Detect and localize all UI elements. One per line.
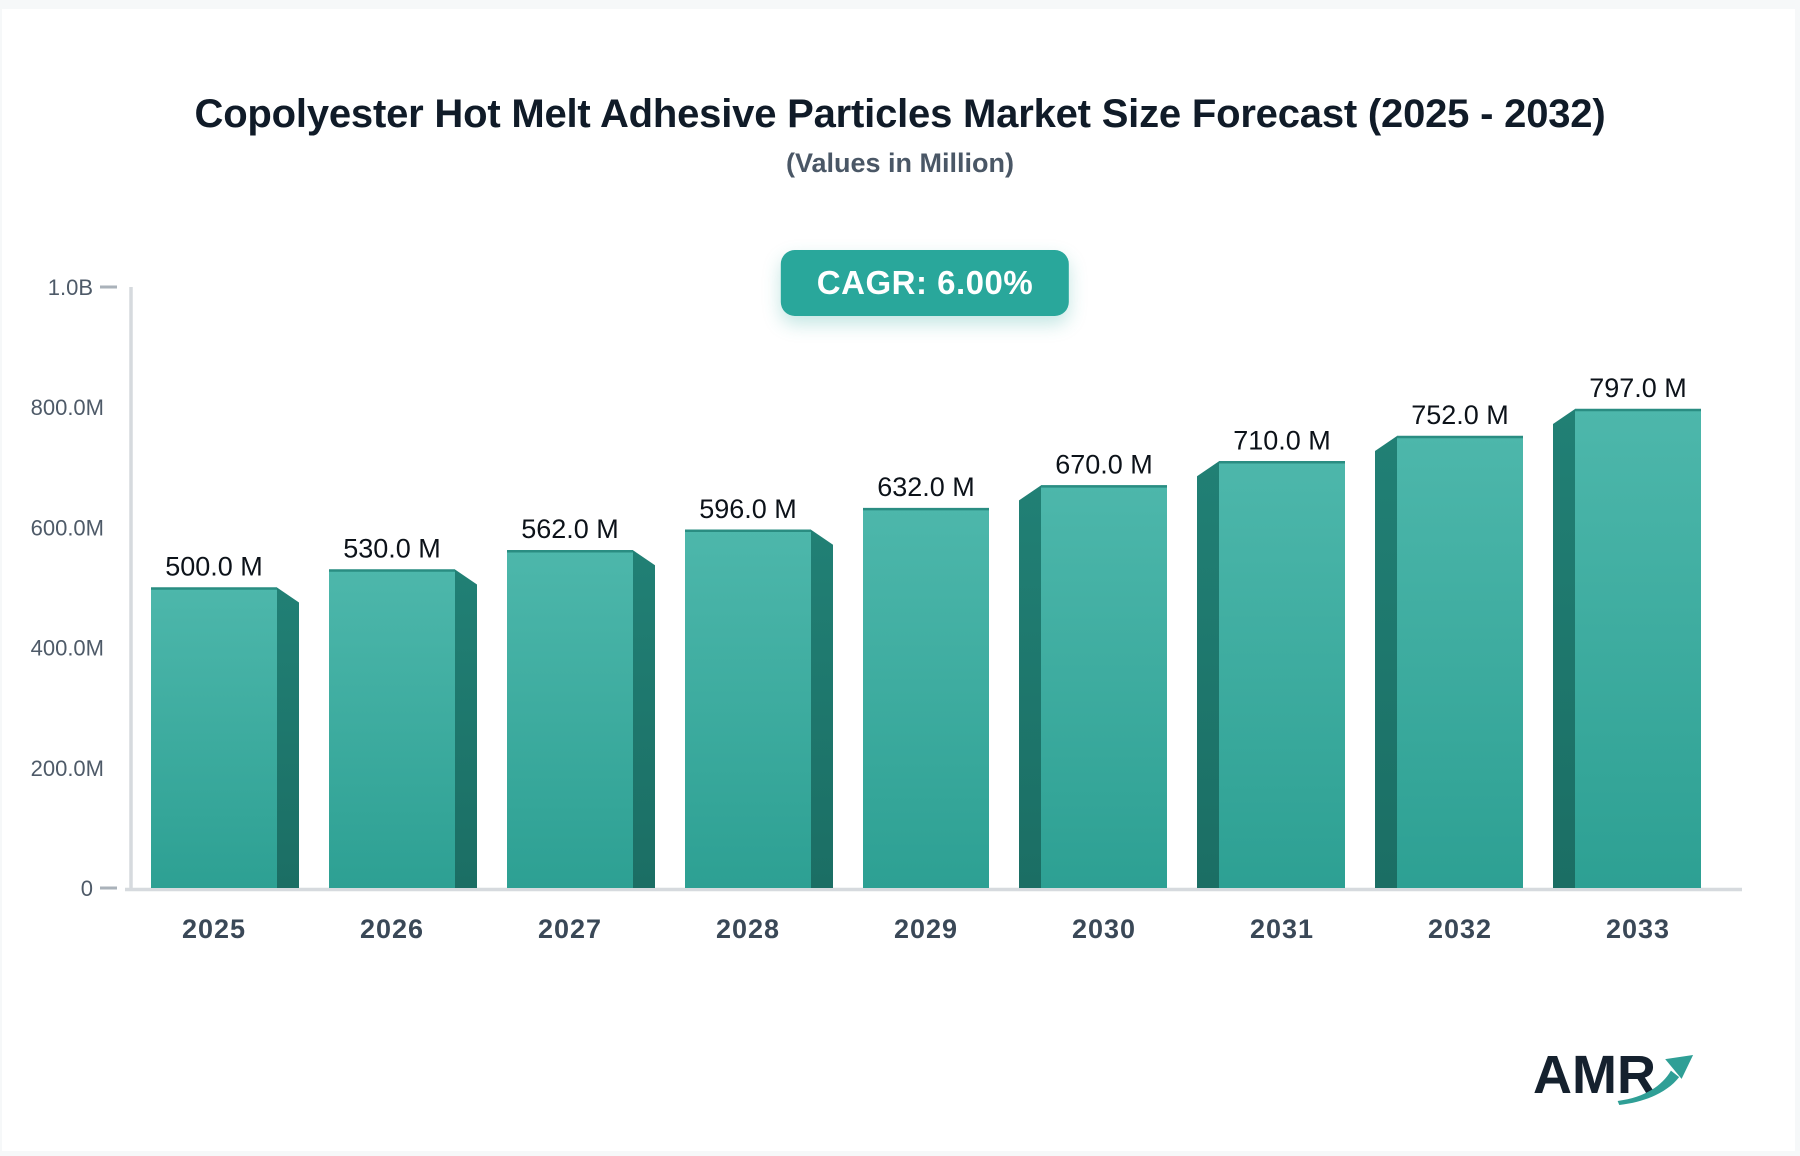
x-axis-label-2025: 2025 [182,914,246,944]
y-axis-label: 800.0M [31,395,104,420]
x-axis-label-2028: 2028 [716,914,780,944]
bar-side-face [1553,409,1575,888]
bar-side-face [633,550,655,888]
bar-group-2032: 752.0 M 2032 [1375,400,1523,944]
bar-side-face [1197,461,1219,888]
y-axis-label: 200.0M [31,756,104,781]
bar-2027[interactable] [507,550,633,888]
bar-value-label: 562.0 M [521,514,619,544]
bar-side-face [1019,485,1041,888]
bar-group-2025: 500.0 M 2025 [151,552,299,944]
bar-group-2031: 710.0 M 2031 [1197,425,1345,944]
bar-group-2028: 596.0 M 2028 [685,494,833,944]
cagr-badge: CAGR: 6.00% [780,250,1070,316]
x-axis-label-2033: 2033 [1606,914,1670,944]
chart-subtitle: (Values in Million) [785,148,1015,178]
bar-side-face [277,587,299,888]
bar-value-label: 797.0 M [1589,373,1687,403]
x-axis-label-2031: 2031 [1250,914,1314,944]
bar-value-label: 710.0 M [1233,425,1331,455]
growth-arrow-icon [1617,1055,1694,1106]
bar-value-label: 752.0 M [1411,400,1509,430]
bar-group-2026: 530.0 M 2026 [329,533,477,944]
amr-logo: AMR [1533,1045,1698,1106]
bar-group-2033: 797.0 M 2033 [1553,373,1701,944]
frame-strip-right [1795,0,1800,1156]
bar-side-face [455,569,477,888]
bar-value-label: 596.0 M [699,494,797,524]
frame-strip-bottom [0,1151,1800,1156]
bar-2032[interactable] [1397,436,1523,888]
x-axis-label-2032: 2032 [1428,914,1492,944]
x-axis-label-2026: 2026 [360,914,424,944]
bar-2025[interactable] [151,587,277,889]
bar-2033[interactable] [1575,409,1701,888]
amr-logo-text: AMR [1533,1045,1656,1105]
x-axis-label-2029: 2029 [894,914,958,944]
bar-side-face [811,529,833,888]
bar-2031[interactable] [1219,461,1345,888]
frame-strip-left [0,0,2,1156]
bar-value-label: 500.0 M [165,552,263,582]
bar-2026[interactable] [329,569,455,888]
y-axis-label: 600.0M [31,515,104,540]
bar-2029[interactable] [863,508,989,888]
bar-value-label: 632.0 M [877,472,975,502]
bar-group-2030: 670.0 M 2030 [1019,449,1167,944]
bar-side-face [1375,436,1397,888]
frame-strip-top [0,0,1800,9]
bar-value-label: 530.0 M [343,533,441,563]
bar-2028[interactable] [685,529,811,888]
y-axis-label: 0 [81,876,93,901]
y-axis-label: 1.0B [48,275,93,300]
bar-group-2029: 632.0 M 2029 [863,472,989,944]
x-axis-label-2027: 2027 [538,914,602,944]
x-axis-label-2030: 2030 [1072,914,1136,944]
chart-title: Copolyester Hot Melt Adhesive Particles … [194,92,1606,136]
y-axis-label: 400.0M [31,636,104,661]
bar-value-label: 670.0 M [1055,449,1153,479]
bar-group-2027: 562.0 M 2027 [507,514,655,944]
bar-2030[interactable] [1041,485,1167,888]
